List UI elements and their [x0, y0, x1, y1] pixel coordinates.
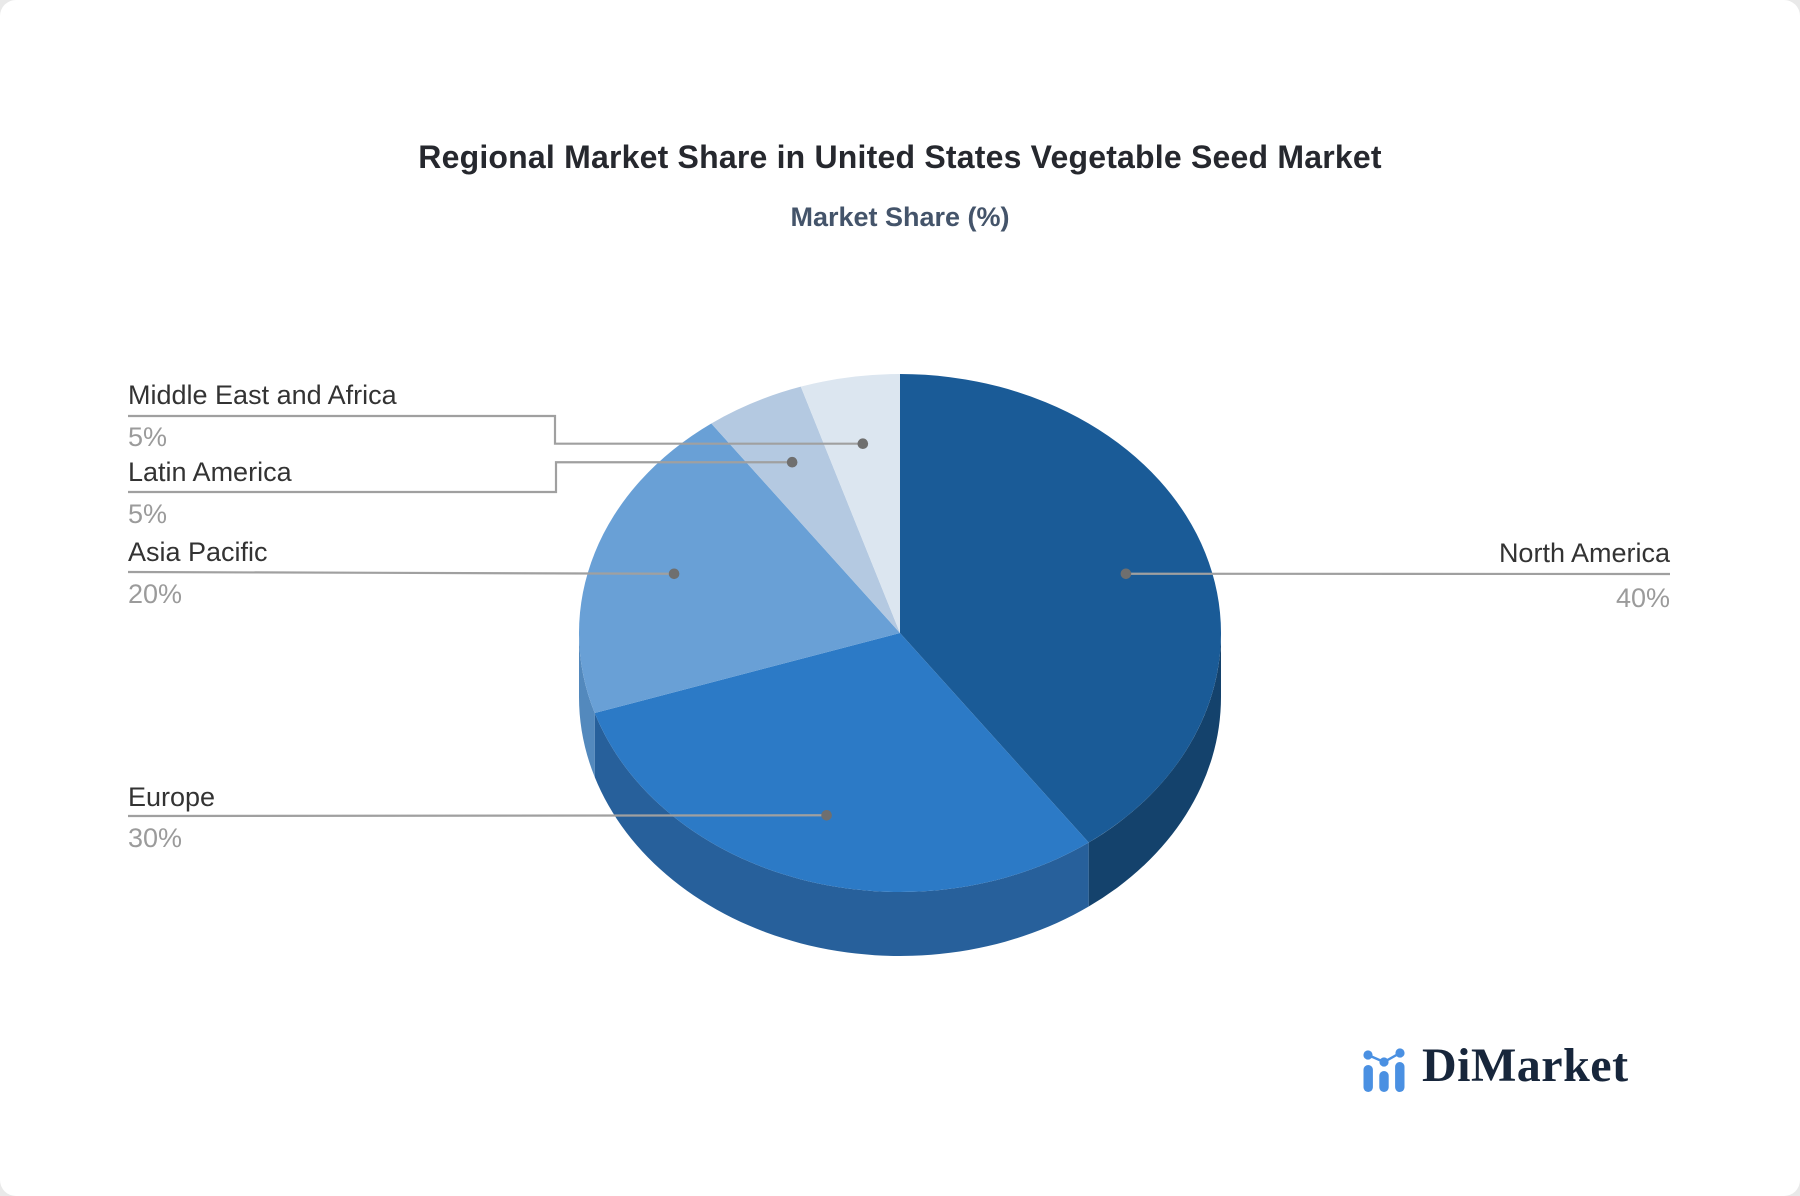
logo-bar [1363, 1065, 1373, 1092]
slice-pct-asia-pacific: 20% [128, 579, 182, 609]
logo-dot [1379, 1057, 1389, 1067]
logo-text: DiMarket [1422, 1039, 1629, 1092]
logo-dot [1395, 1048, 1405, 1058]
pie-slice-north-america [900, 374, 1222, 843]
logo-bar [1379, 1071, 1389, 1092]
pie-slice-asia-pacific [579, 423, 900, 714]
callout-line-asia-pacific [127, 570, 675, 575]
callout-line-europe [127, 814, 827, 818]
slice-pct-latin-america: 5% [128, 499, 167, 529]
pie-side-north-america [1088, 633, 1221, 907]
callout-line-latin-america [128, 461, 793, 494]
logo-dot [1363, 1050, 1373, 1060]
chart-subtitle: Market Share (%) [790, 202, 1010, 232]
callout-dot-asia-pacific [668, 568, 680, 580]
callout-dot-north-america [1120, 568, 1132, 580]
pie-slice-europe [594, 633, 1089, 893]
slice-name-latin-america: Latin America [128, 457, 293, 487]
slice-name-asia-pacific: Asia Pacific [128, 537, 268, 567]
pie-side-europe [594, 713, 1089, 956]
slice-name-europe: Europe [128, 782, 215, 812]
callout-dot-latin-america [786, 456, 798, 468]
slice-pct-middle-east-and-africa: 5% [128, 422, 167, 452]
callout-line-middle-east-and-africa [128, 414, 863, 445]
slice-pct-europe: 30% [128, 823, 182, 853]
pie-side-asia-pacific [579, 633, 595, 778]
chart-title: Regional Market Share in United States V… [418, 139, 1382, 175]
logo-bar [1395, 1062, 1405, 1092]
callout-dot-middle-east-and-africa [857, 438, 869, 449]
dimarket-logo: DiMarket [1363, 1036, 1629, 1092]
bar-line-chart-icon [1363, 1048, 1405, 1092]
pie-slice-middle-east-and-africa [800, 374, 900, 633]
slice-name-north-america: North America [1499, 538, 1671, 568]
callout-dot-europe [821, 809, 832, 821]
slice-pct-north-america: 40% [1616, 583, 1670, 613]
pie-slice-latin-america [711, 386, 900, 633]
slice-name-middle-east-and-africa: Middle East and Africa [128, 380, 398, 410]
